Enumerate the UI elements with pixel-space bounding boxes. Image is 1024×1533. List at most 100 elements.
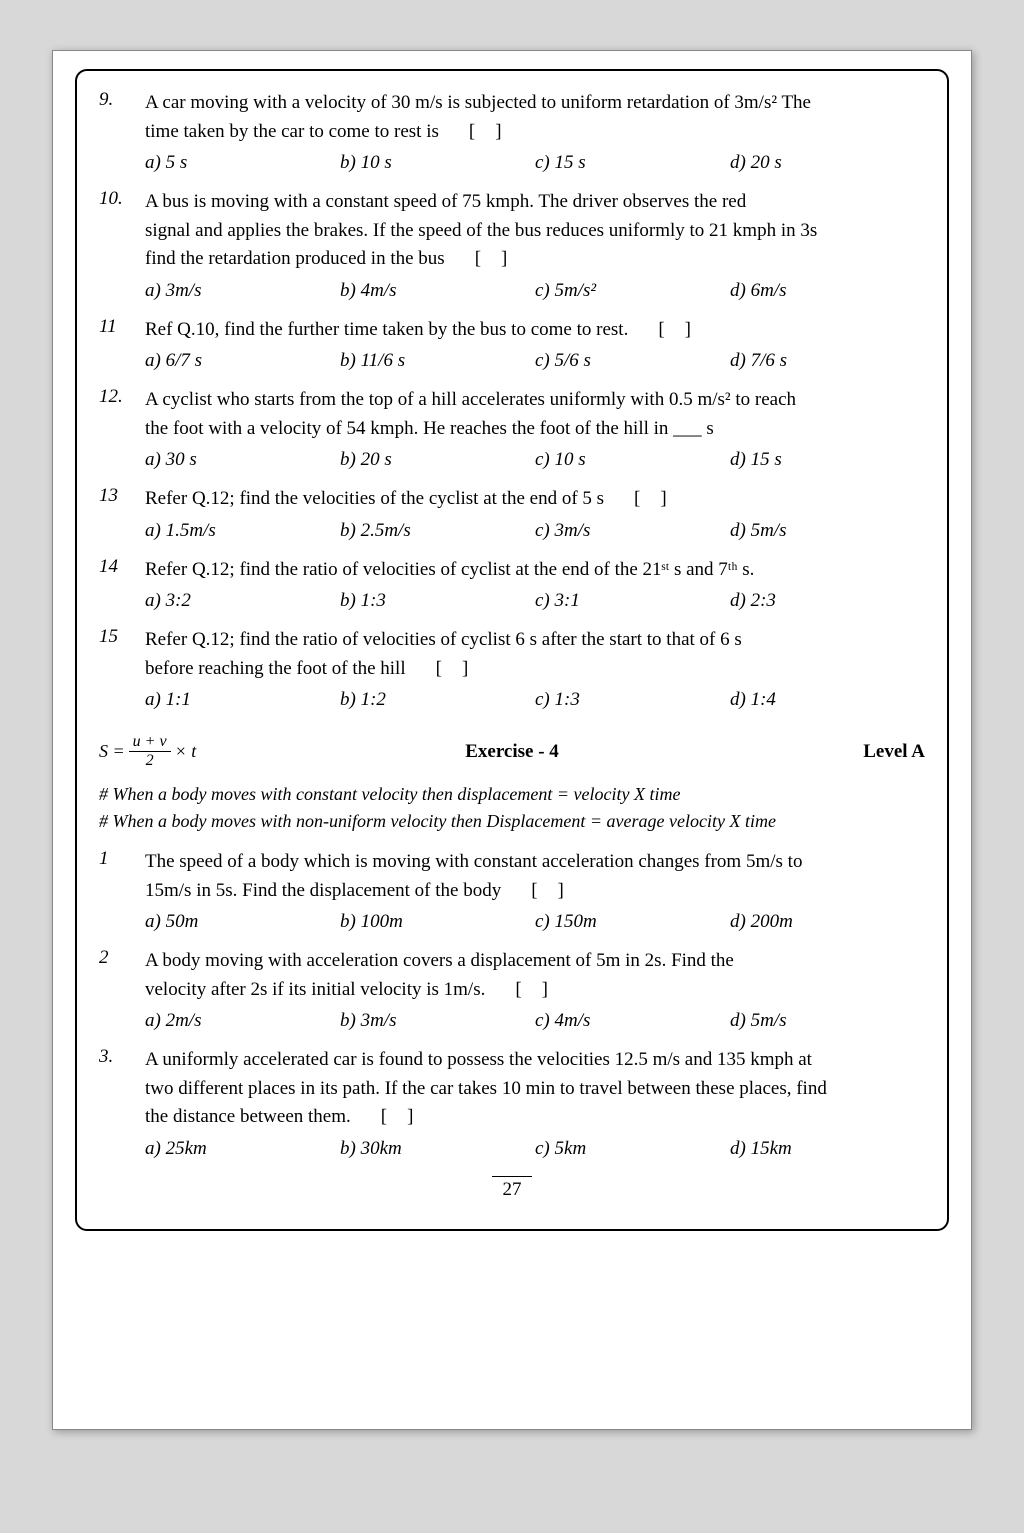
options-row: a) 5 sb) 10 sc) 15 sd) 20 s	[145, 152, 925, 174]
option: a) 3:2	[145, 590, 340, 612]
answer-bracket: []	[469, 118, 522, 147]
option: d) 1:4	[730, 689, 925, 711]
notes: # When a body moves with constant veloci…	[99, 784, 925, 832]
question-line: 9.A car moving with a velocity of 30 m/s…	[99, 89, 925, 118]
question-text: Refer Q.12; find the ratio of velocities…	[145, 626, 925, 655]
answer-bracket: []	[475, 245, 528, 274]
option: c) 5m/s²	[535, 280, 730, 302]
question: 3.A uniformly accelerated car is found t…	[99, 1046, 925, 1160]
option: b) 1:2	[340, 689, 535, 711]
option: d) 20 s	[730, 152, 925, 174]
answer-bracket: []	[436, 655, 489, 684]
question-line: two different places in its path. If the…	[99, 1075, 925, 1104]
option: b) 30km	[340, 1138, 535, 1160]
option: a) 5 s	[145, 152, 340, 174]
options-row: a) 2m/sb) 3m/sc) 4m/sd) 5m/s	[145, 1010, 925, 1032]
question: 10.A bus is moving with a constant speed…	[99, 188, 925, 302]
question-text: find the retardation produced in the bus…	[145, 245, 925, 274]
question-text: time taken by the car to come to rest is…	[145, 118, 925, 147]
question: 1The speed of a body which is moving wit…	[99, 848, 925, 933]
option: b) 4m/s	[340, 280, 535, 302]
question-line: 1The speed of a body which is moving wit…	[99, 848, 925, 877]
question-number: 10.	[99, 188, 145, 210]
question-text: two different places in its path. If the…	[145, 1075, 925, 1104]
level-label: Level A	[765, 741, 925, 763]
question-number: 15	[99, 626, 145, 648]
question-number: 1	[99, 848, 145, 870]
questions-top: 9.A car moving with a velocity of 30 m/s…	[99, 89, 925, 711]
question-line: before reaching the foot of the hill[]	[99, 655, 925, 684]
question: 11Ref Q.10, find the further time taken …	[99, 316, 925, 373]
options-row: a) 6/7 sb) 11/6 sc) 5/6 sd) 7/6 s	[145, 350, 925, 372]
option: b) 3m/s	[340, 1010, 535, 1032]
question: 14Refer Q.12; find the ratio of velociti…	[99, 556, 925, 613]
question-line: 11Ref Q.10, find the further time taken …	[99, 316, 925, 345]
page-number: 27	[492, 1176, 532, 1201]
question-line: 15Refer Q.12; find the ratio of velociti…	[99, 626, 925, 655]
answer-bracket: []	[381, 1103, 434, 1132]
option: a) 50m	[145, 911, 340, 933]
question-text: Ref Q.10, find the further time taken by…	[145, 316, 925, 345]
formula-fraction: u + v 2	[129, 733, 171, 770]
option: d) 200m	[730, 911, 925, 933]
questions-bottom: 1The speed of a body which is moving wit…	[99, 848, 925, 1160]
option: c) 5/6 s	[535, 350, 730, 372]
question-number: 14	[99, 556, 145, 578]
exercise-title: Exercise - 4	[259, 741, 765, 763]
option: c) 3:1	[535, 590, 730, 612]
option: a) 3m/s	[145, 280, 340, 302]
question: 15Refer Q.12; find the ratio of velociti…	[99, 626, 925, 711]
option: a) 1.5m/s	[145, 520, 340, 542]
option: c) 10 s	[535, 449, 730, 471]
option: d) 15km	[730, 1138, 925, 1160]
option: d) 7/6 s	[730, 350, 925, 372]
question: 13Refer Q.12; find the velocities of the…	[99, 485, 925, 542]
answer-bracket: []	[634, 485, 687, 514]
option: d) 15 s	[730, 449, 925, 471]
exercise-header: S = u + v 2 × t Exercise - 4 Level A	[99, 733, 925, 770]
answer-bracket: []	[658, 316, 711, 345]
question-text: velocity after 2s if its initial velocit…	[145, 976, 925, 1005]
option: d) 5m/s	[730, 520, 925, 542]
question-text: Refer Q.12; find the ratio of velocities…	[145, 556, 925, 585]
option: c) 4m/s	[535, 1010, 730, 1032]
question: 12.A cyclist who starts from the top of …	[99, 386, 925, 471]
formula-lhs: S =	[99, 741, 125, 762]
formula-numerator: u + v	[129, 733, 171, 752]
answer-bracket: []	[531, 877, 584, 906]
question-text: the foot with a velocity of 54 kmph. He …	[145, 415, 925, 444]
option: b) 10 s	[340, 152, 535, 174]
question-line: find the retardation produced in the bus…	[99, 245, 925, 274]
option: b) 100m	[340, 911, 535, 933]
note-line: # When a body moves with non-uniform vel…	[99, 811, 925, 832]
question-line: 2A body moving with acceleration covers …	[99, 947, 925, 976]
option: c) 150m	[535, 911, 730, 933]
question: 9.A car moving with a velocity of 30 m/s…	[99, 89, 925, 174]
option: b) 11/6 s	[340, 350, 535, 372]
question-number: 2	[99, 947, 145, 969]
question-line: the distance between them.[]	[99, 1103, 925, 1132]
option: b) 1:3	[340, 590, 535, 612]
question-number: 3.	[99, 1046, 145, 1068]
page: 9.A car moving with a velocity of 30 m/s…	[52, 50, 972, 1430]
option: d) 2:3	[730, 590, 925, 612]
question-line: 10.A bus is moving with a constant speed…	[99, 188, 925, 217]
question-text: A uniformly accelerated car is found to …	[145, 1046, 925, 1075]
option: a) 6/7 s	[145, 350, 340, 372]
question-line: signal and applies the brakes. If the sp…	[99, 217, 925, 246]
formula: S = u + v 2 × t	[99, 733, 259, 770]
options-row: a) 1:1b) 1:2c) 1:3d) 1:4	[145, 689, 925, 711]
question-line: 13Refer Q.12; find the velocities of the…	[99, 485, 925, 514]
option: c) 15 s	[535, 152, 730, 174]
question-text: signal and applies the brakes. If the sp…	[145, 217, 925, 246]
question-line: the foot with a velocity of 54 kmph. He …	[99, 415, 925, 444]
question-text: the distance between them.[]	[145, 1103, 925, 1132]
question-line: 3.A uniformly accelerated car is found t…	[99, 1046, 925, 1075]
option: a) 1:1	[145, 689, 340, 711]
option: b) 2.5m/s	[340, 520, 535, 542]
option: c) 1:3	[535, 689, 730, 711]
question-text: before reaching the foot of the hill[]	[145, 655, 925, 684]
question-line: velocity after 2s if its initial velocit…	[99, 976, 925, 1005]
question-text: A car moving with a velocity of 30 m/s i…	[145, 89, 925, 118]
option: a) 30 s	[145, 449, 340, 471]
